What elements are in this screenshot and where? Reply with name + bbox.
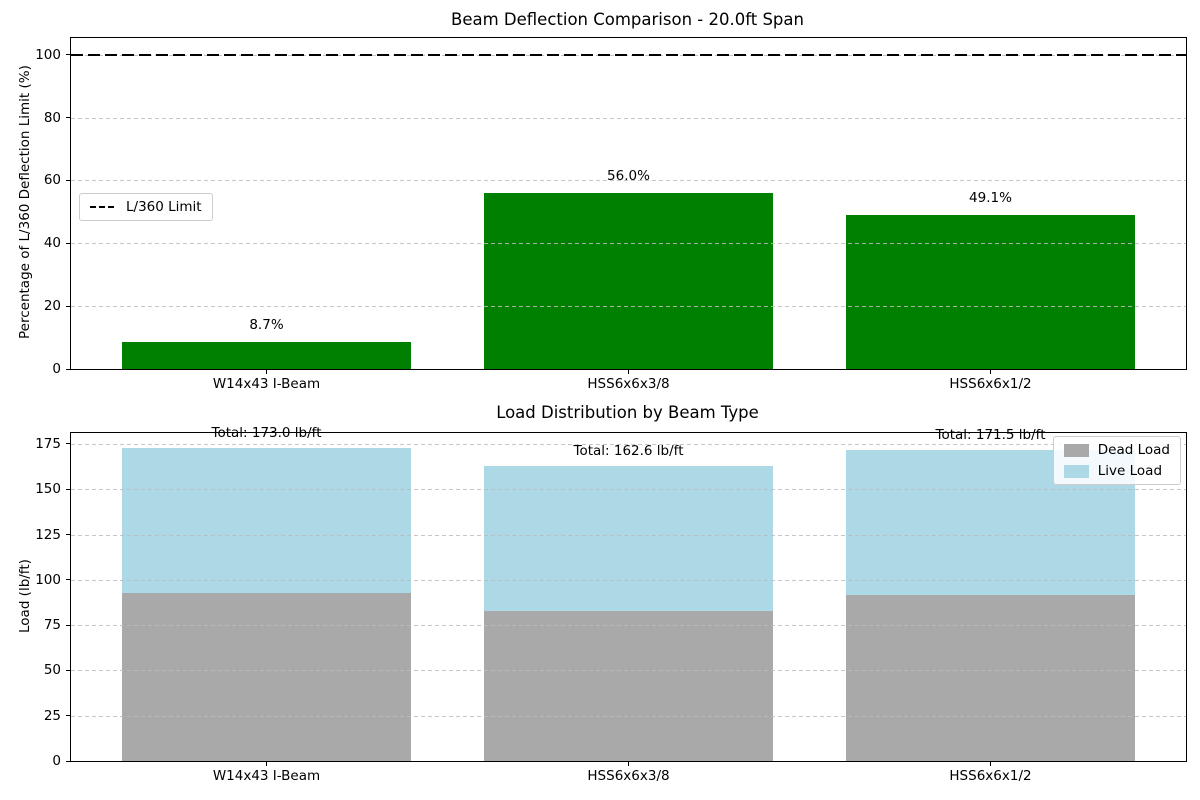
x-tick-mark xyxy=(266,369,267,374)
gridline xyxy=(71,534,1186,536)
dead-load-bar-segment xyxy=(121,592,412,761)
y-tick-mark xyxy=(66,117,71,118)
y-tick-mark xyxy=(66,54,71,56)
x-tick-label: HSS6x6x1/2 xyxy=(949,376,1032,392)
gridline xyxy=(71,117,1186,119)
y-tick-label: 40 xyxy=(43,235,61,252)
l360-limit-line xyxy=(71,53,1186,56)
legend-entry-l360-limit: L/360 Limit xyxy=(90,199,202,215)
y-tick-label: 150 xyxy=(35,481,61,498)
gridline xyxy=(71,489,1186,491)
total-load-label: Total: 162.6 lb/ft xyxy=(573,443,684,460)
x-tick-label: HSS6x6x3/8 xyxy=(587,376,670,392)
live-load-bar-segment xyxy=(483,466,774,612)
gridline xyxy=(71,306,1186,308)
y-tick-label: 0 xyxy=(52,753,61,769)
x-tick-mark xyxy=(628,761,629,766)
deflection-chart-title: Beam Deflection Comparison - 20.0ft Span xyxy=(451,10,804,29)
y-tick-label: 80 xyxy=(43,109,61,126)
deflection-bar xyxy=(121,341,412,369)
y-tick-mark xyxy=(66,534,71,535)
y-tick-label: 100 xyxy=(35,571,61,588)
y-tick-mark xyxy=(66,715,71,717)
y-tick-mark xyxy=(66,368,71,370)
y-tick-mark xyxy=(66,760,71,762)
y-tick-mark xyxy=(66,242,71,244)
y-tick-label: 125 xyxy=(35,526,61,543)
live-load-legend-swatch xyxy=(1063,464,1089,478)
legend-label: Live Load xyxy=(1097,463,1163,479)
x-tick-mark xyxy=(990,761,991,766)
gridline xyxy=(71,625,1186,627)
bar-value-label: 49.1% xyxy=(969,189,1012,206)
dead-load-legend-swatch xyxy=(1063,443,1089,457)
load-chart-plot-area: Dead Load Live Load 0 25 50 75 100 125 150 175 W… xyxy=(35,425,1187,784)
x-tick-label: HSS6x6x1/2 xyxy=(949,768,1032,784)
deflection-bar xyxy=(845,214,1136,369)
x-tick-label: W14x43 I-Beam xyxy=(212,768,321,784)
y-tick-label: 175 xyxy=(35,435,61,452)
total-load-label: Total: 171.5 lb/ft xyxy=(935,427,1046,444)
x-tick-label: HSS6x6x3/8 xyxy=(587,768,670,784)
dead-load-bar-segment xyxy=(845,595,1136,761)
y-tick-label: 75 xyxy=(43,617,61,634)
legend-entry-live-load: Live Load xyxy=(1063,463,1170,479)
legend-entry-dead-load: Dead Load xyxy=(1063,442,1170,458)
y-tick-label: 60 xyxy=(43,172,61,189)
y-tick-mark xyxy=(66,443,71,445)
load-chart-title: Load Distribution by Beam Type xyxy=(496,403,759,422)
live-load-bar-segment xyxy=(121,447,412,593)
deflection-chart-legend: L/360 Limit xyxy=(79,193,213,221)
total-load-label: Total: 173.0 lb/ft xyxy=(211,424,322,441)
dead-load-bar-segment xyxy=(483,611,774,761)
deflection-bar xyxy=(483,193,774,369)
y-tick-label: 50 xyxy=(43,662,61,679)
gridline xyxy=(71,670,1186,672)
y-tick-mark xyxy=(66,624,71,626)
bar-value-label: 56.0% xyxy=(607,168,650,184)
y-tick-label: 100 xyxy=(35,46,61,63)
y-tick-label: 0 xyxy=(52,361,61,377)
y-tick-mark xyxy=(66,179,71,181)
gridline xyxy=(71,715,1186,717)
x-tick-label: W14x43 I-Beam xyxy=(212,376,321,392)
y-tick-mark xyxy=(66,488,71,490)
x-tick-mark xyxy=(628,369,629,374)
gridline xyxy=(71,443,1186,445)
x-tick-mark xyxy=(990,369,991,374)
gridline xyxy=(71,180,1186,182)
load-chart-legend: Dead Load Live Load xyxy=(1052,436,1181,485)
y-tick-label: 25 xyxy=(43,707,61,724)
y-tick-mark xyxy=(66,669,71,671)
legend-label: Dead Load xyxy=(1097,442,1170,458)
deflection-chart-y-axis-label: Percentage of L/360 Deflection Limit (%) xyxy=(17,65,33,340)
deflection-chart-plot-area: L/360 Limit 0 20 40 60 80 100 W14x43 I-Beam 8.7… xyxy=(35,37,1187,392)
y-tick-label: 20 xyxy=(43,298,61,315)
x-tick-mark xyxy=(266,761,267,766)
legend-label: L/360 Limit xyxy=(126,199,202,215)
y-tick-mark xyxy=(66,579,71,581)
gridline xyxy=(71,579,1186,581)
gridline xyxy=(71,243,1186,245)
y-tick-mark xyxy=(66,305,71,307)
dashed-line-legend-marker xyxy=(90,206,117,208)
bar-value-label: 8.7% xyxy=(249,316,284,333)
